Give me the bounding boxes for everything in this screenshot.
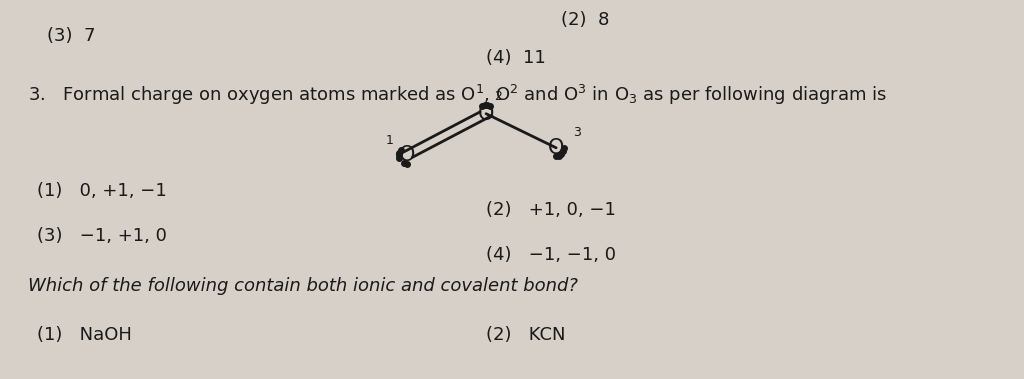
Text: (2)   KCN: (2) KCN (486, 326, 565, 344)
Text: 3.   Formal charge on oxygen atoms marked as O$^1$, O$^2$ and O$^3$ in O$_3$ as : 3. Formal charge on oxygen atoms marked … (28, 83, 887, 108)
Text: (1)   NaOH: (1) NaOH (38, 326, 132, 344)
Text: (1)   0, +1, −1: (1) 0, +1, −1 (38, 182, 167, 200)
Text: O: O (398, 146, 415, 165)
Text: (3)  7: (3) 7 (47, 27, 95, 44)
Text: Which of the following contain both ionic and covalent bond?: Which of the following contain both ioni… (28, 277, 578, 294)
Text: O: O (548, 138, 564, 158)
Text: (2)   +1, 0, −1: (2) +1, 0, −1 (486, 201, 615, 219)
Text: 3: 3 (572, 126, 581, 139)
Text: (4)  11: (4) 11 (486, 49, 546, 67)
Text: 1: 1 (386, 134, 393, 147)
Text: O: O (478, 104, 495, 124)
Text: (3)   −1, +1, 0: (3) −1, +1, 0 (38, 227, 167, 245)
Text: (4)   −1, −1, 0: (4) −1, −1, 0 (486, 246, 616, 264)
Text: (2)  8: (2) 8 (561, 11, 609, 29)
Text: 2: 2 (495, 90, 502, 103)
